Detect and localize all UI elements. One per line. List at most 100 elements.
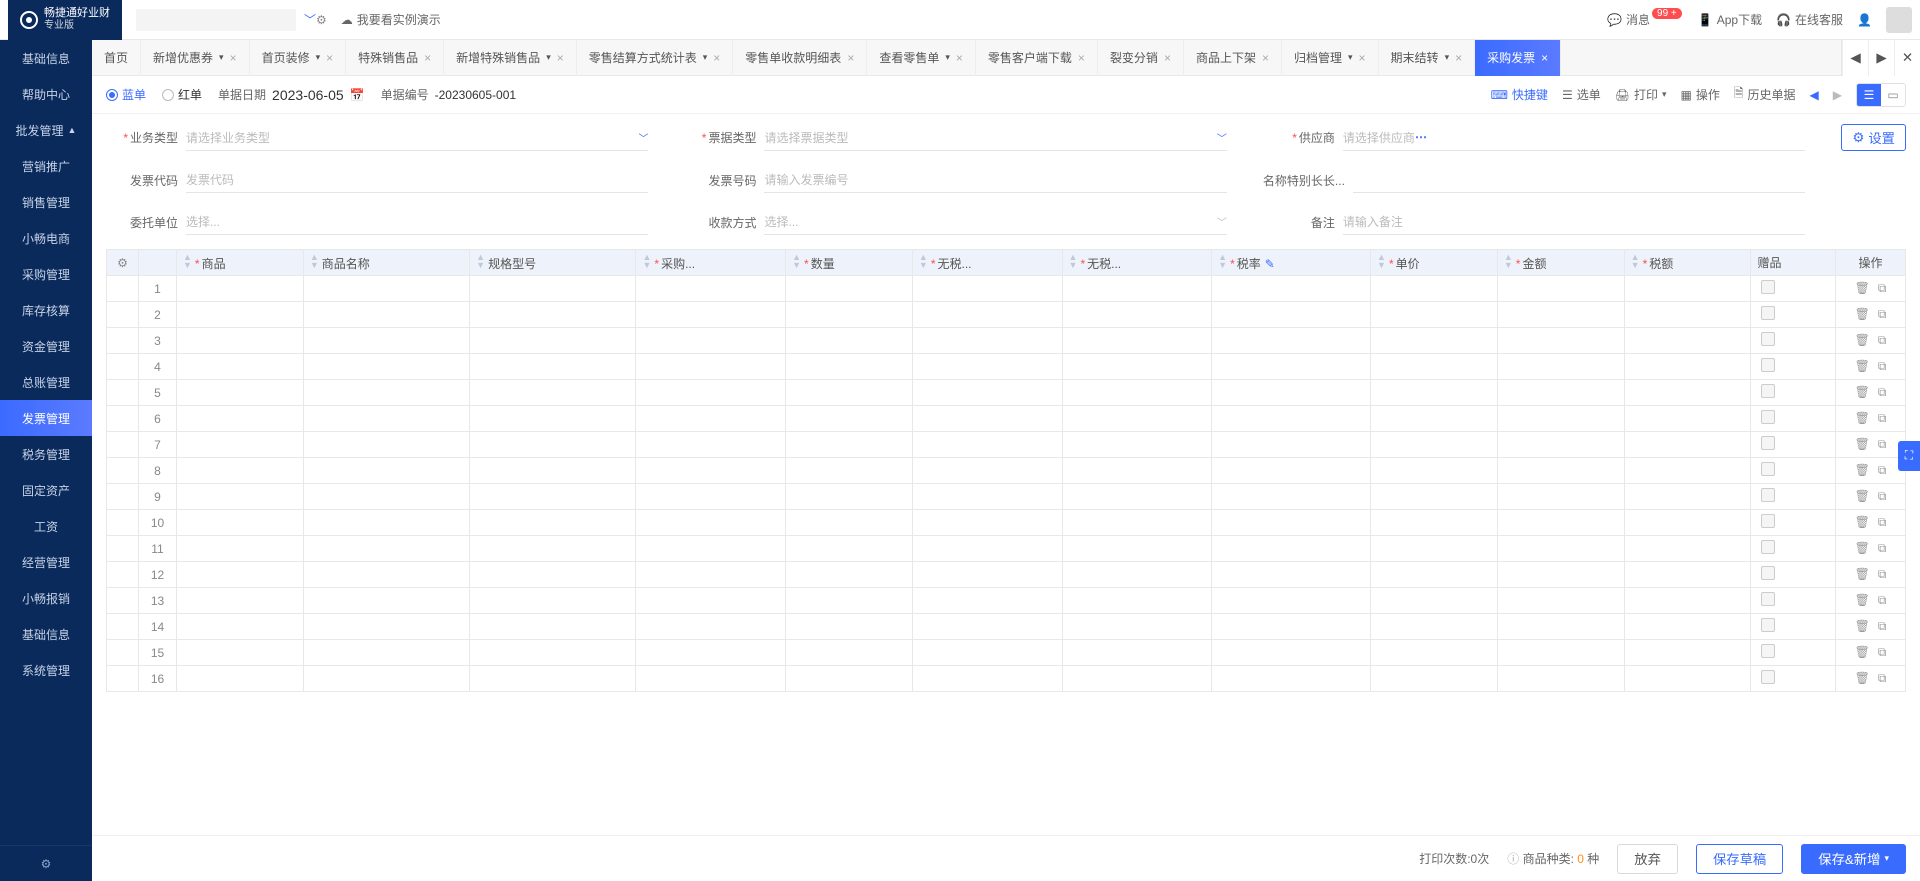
gift-checkbox[interactable] [1761, 670, 1775, 684]
recv-select[interactable]: 选择...﹀ [764, 209, 1226, 235]
next-doc-button[interactable]: ▶ [1833, 88, 1842, 102]
tabs-prev-button[interactable]: ◀ [1842, 40, 1868, 76]
column-header[interactable]: *税率✎ [1212, 250, 1371, 276]
sidebar-item[interactable]: 基础信息 [0, 40, 92, 76]
close-icon[interactable]: × [424, 51, 431, 65]
view-list-button[interactable]: ☰ [1857, 84, 1881, 106]
delete-icon[interactable]: 🗑 [1855, 281, 1870, 295]
sidebar-item[interactable]: 总账管理 [0, 364, 92, 400]
gift-checkbox[interactable] [1761, 306, 1775, 320]
support-button[interactable]: 🎧 在线客服 [1776, 11, 1843, 28]
gift-checkbox[interactable] [1761, 566, 1775, 580]
table-row[interactable]: 14🗑⧉ [107, 614, 1906, 640]
sidebar-item[interactable]: 系统管理 [0, 652, 92, 688]
close-icon[interactable]: × [1262, 51, 1269, 65]
shortcut-button[interactable]: ⌨快捷键 [1491, 86, 1548, 103]
sidebar-item[interactable]: 营销推广 [0, 148, 92, 184]
copy-icon[interactable]: ⧉ [1878, 437, 1887, 451]
workspace-tab[interactable]: 期末结转▾× [1379, 40, 1476, 76]
table-row[interactable]: 13🗑⧉ [107, 588, 1906, 614]
sidebar-item[interactable]: 经营管理 [0, 544, 92, 580]
calendar-icon[interactable]: 📅 [350, 88, 365, 102]
workspace-tab[interactable]: 首页 [92, 40, 141, 76]
gift-checkbox[interactable] [1761, 332, 1775, 346]
gift-checkbox[interactable] [1761, 592, 1775, 606]
copy-icon[interactable]: ⧉ [1878, 593, 1887, 607]
copy-icon[interactable]: ⧉ [1878, 541, 1887, 555]
delete-icon[interactable]: 🗑 [1855, 645, 1870, 659]
sidebar-item[interactable]: 固定资产 [0, 472, 92, 508]
prev-doc-button[interactable]: ◀ [1810, 88, 1819, 102]
history-button[interactable]: 🗎历史单据 [1734, 84, 1796, 105]
supplier-select[interactable]: 请选择供应商⋯ [1343, 125, 1805, 151]
workspace-tab[interactable]: 零售单收款明细表× [733, 40, 867, 76]
messages-button[interactable]: 💬 消息 99 + [1607, 11, 1684, 28]
copy-icon[interactable]: ⧉ [1878, 307, 1887, 321]
print-button[interactable]: 🖨打印▾ [1615, 86, 1667, 103]
table-row[interactable]: 6🗑⧉ [107, 406, 1906, 432]
sidebar-item[interactable]: 税务管理 [0, 436, 92, 472]
sidebar-item[interactable]: 帮助中心 [0, 76, 92, 112]
close-icon[interactable]: × [1359, 51, 1366, 65]
close-icon[interactable]: × [713, 51, 720, 65]
copy-icon[interactable]: ⧉ [1878, 359, 1887, 373]
table-row[interactable]: 9🗑⧉ [107, 484, 1906, 510]
column-header[interactable]: 赠品 [1751, 250, 1836, 276]
column-header[interactable]: 规格型号 [470, 250, 636, 276]
column-header[interactable]: *商品 [177, 250, 304, 276]
copy-icon[interactable]: ⧉ [1878, 645, 1887, 659]
sidebar-item[interactable]: 小畅电商 [0, 220, 92, 256]
remark-input[interactable]: 请输入备注 [1343, 209, 1805, 235]
settings-icon[interactable]: ⚙ [316, 13, 327, 27]
invoice-code-input[interactable]: 发票代码 [186, 167, 648, 193]
copy-icon[interactable]: ⧉ [1878, 567, 1887, 581]
close-icon[interactable]: × [557, 51, 564, 65]
delete-icon[interactable]: 🗑 [1855, 307, 1870, 321]
close-icon[interactable]: × [230, 51, 237, 65]
settings-button[interactable]: ⚙设置 [1841, 124, 1906, 151]
copy-icon[interactable]: ⧉ [1878, 619, 1887, 633]
invoice-no-input[interactable]: 请输入发票编号 [764, 167, 1226, 193]
sidebar-item[interactable]: 资金管理 [0, 328, 92, 364]
workspace-tab[interactable]: 采购发票× [1475, 40, 1561, 76]
doc-date-value[interactable]: 2023-06-05 [272, 87, 344, 103]
table-row[interactable]: 10🗑⧉ [107, 510, 1906, 536]
gift-checkbox[interactable] [1761, 280, 1775, 294]
delete-icon[interactable]: 🗑 [1855, 463, 1870, 477]
expand-panel-button[interactable]: ⛶ [1898, 441, 1920, 471]
delete-icon[interactable]: 🗑 [1855, 619, 1870, 633]
table-row[interactable]: 2🗑⧉ [107, 302, 1906, 328]
table-row[interactable]: 16🗑⧉ [107, 666, 1906, 692]
org-picker[interactable]: ﹀ [136, 9, 316, 31]
table-row[interactable]: 11🗑⧉ [107, 536, 1906, 562]
table-row[interactable]: 7🗑⧉ [107, 432, 1906, 458]
column-settings-button[interactable]: ⚙ [107, 250, 139, 276]
biz-type-select[interactable]: 请选择业务类型﹀ [186, 125, 648, 151]
tabs-next-button[interactable]: ▶ [1868, 40, 1894, 76]
ops-button[interactable]: ▦操作 [1681, 86, 1720, 103]
avatar[interactable] [1886, 7, 1912, 33]
delete-icon[interactable]: 🗑 [1855, 359, 1870, 373]
workspace-tab[interactable]: 裂变分销× [1098, 40, 1184, 76]
close-icon[interactable]: × [1078, 51, 1085, 65]
copy-icon[interactable]: ⧉ [1878, 489, 1887, 503]
long-name-input[interactable] [1353, 167, 1805, 193]
sidebar-item[interactable]: 基础信息 [0, 616, 92, 652]
delete-icon[interactable]: 🗑 [1855, 593, 1870, 607]
delete-icon[interactable]: 🗑 [1855, 541, 1870, 555]
copy-icon[interactable]: ⧉ [1878, 281, 1887, 295]
workspace-tab[interactable]: 特殊销售品× [346, 40, 444, 76]
sidebar-item[interactable]: 库存核算 [0, 292, 92, 328]
workspace-tab[interactable]: 新增特殊销售品▾× [444, 40, 577, 76]
close-icon[interactable]: × [1541, 51, 1548, 65]
sidebar-item[interactable]: 发票管理 [0, 400, 92, 436]
table-row[interactable]: 1🗑⧉ [107, 276, 1906, 302]
blue-doc-radio[interactable]: 蓝单 [106, 86, 146, 103]
gift-checkbox[interactable] [1761, 488, 1775, 502]
copy-icon[interactable]: ⧉ [1878, 515, 1887, 529]
sidebar-item[interactable]: 批发管理▲ [0, 112, 92, 148]
abandon-button[interactable]: 放弃 [1617, 844, 1678, 874]
table-row[interactable]: 3🗑⧉ [107, 328, 1906, 354]
close-icon[interactable]: × [326, 51, 333, 65]
workspace-tab[interactable]: 零售客户端下载× [976, 40, 1098, 76]
